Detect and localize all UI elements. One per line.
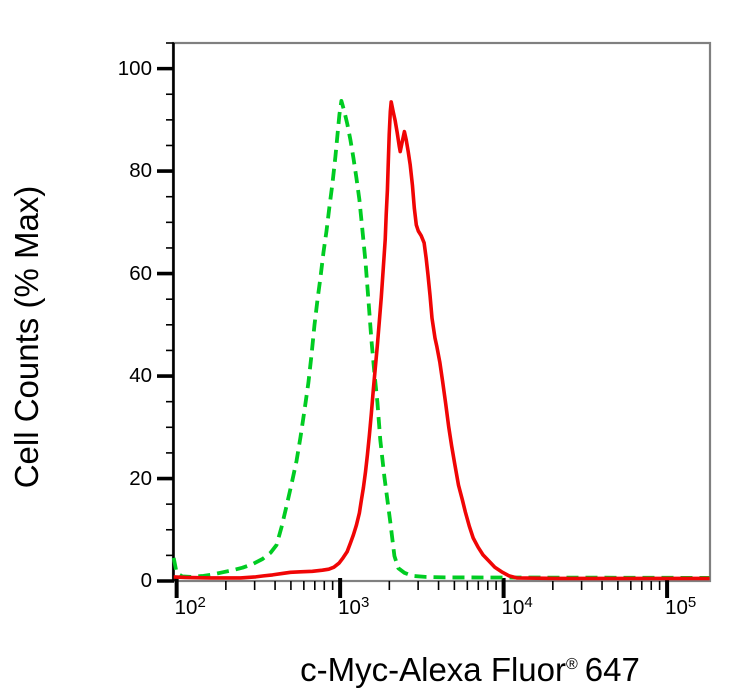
x-axis-title: c-Myc-Alexa Fluor® 647 (300, 651, 640, 689)
x-tick-label-10e2: 102 (174, 594, 206, 619)
registered-trademark-symbol: ® (566, 656, 578, 673)
x-tick-label-10e5: 105 (665, 594, 697, 619)
x-axis-title-suffix: 647 (584, 651, 640, 688)
x-tick-label-10e4: 104 (501, 594, 533, 619)
x-tick-label-10e3: 103 (338, 594, 370, 619)
y-tick-label-100: 100 (117, 56, 152, 80)
y-axis-title: Cell Counts (% Max) (8, 185, 45, 489)
y-tick-label-80: 80 (129, 159, 152, 183)
y-tick-label-40: 40 (129, 364, 152, 388)
red-solid-histogram-curve (173, 100, 710, 581)
y-tick-label-60: 60 (129, 261, 152, 285)
y-tick-label-0: 0 (140, 569, 152, 592)
y-tick-label-20: 20 (129, 466, 152, 490)
green-dashed-histogram-curve (171, 99, 710, 580)
x-axis-title-main: c-Myc-Alexa Fluor (300, 651, 567, 688)
